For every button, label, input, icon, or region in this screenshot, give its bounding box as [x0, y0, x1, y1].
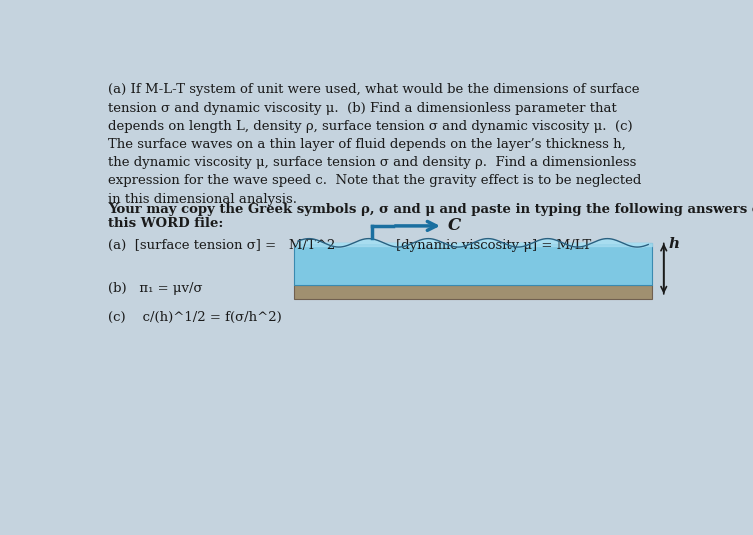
Text: [dynamic viscosity μ] = M/LT: [dynamic viscosity μ] = M/LT — [396, 239, 592, 252]
Text: (b)   π₁ = μv/σ: (b) π₁ = μv/σ — [108, 282, 203, 295]
Text: h: h — [669, 238, 679, 251]
Text: (a) If M-L-T system of unit were used, what would be the dimensions of surface
t: (a) If M-L-T system of unit were used, w… — [108, 83, 642, 205]
Text: Your may copy the Greek symbols ρ, σ and μ and paste in typing the following ans: Your may copy the Greek symbols ρ, σ and… — [108, 203, 753, 216]
Text: (a)  [surface tension σ] =   M/T^2: (a) [surface tension σ] = M/T^2 — [108, 239, 335, 252]
Bar — [294, 285, 652, 299]
Text: C: C — [447, 217, 461, 234]
Text: (c)    c/(h)^1/2 = f(σ/h^2): (c) c/(h)^1/2 = f(σ/h^2) — [108, 311, 282, 324]
Text: this WORD file:: this WORD file: — [108, 217, 224, 230]
Bar — [294, 243, 652, 285]
